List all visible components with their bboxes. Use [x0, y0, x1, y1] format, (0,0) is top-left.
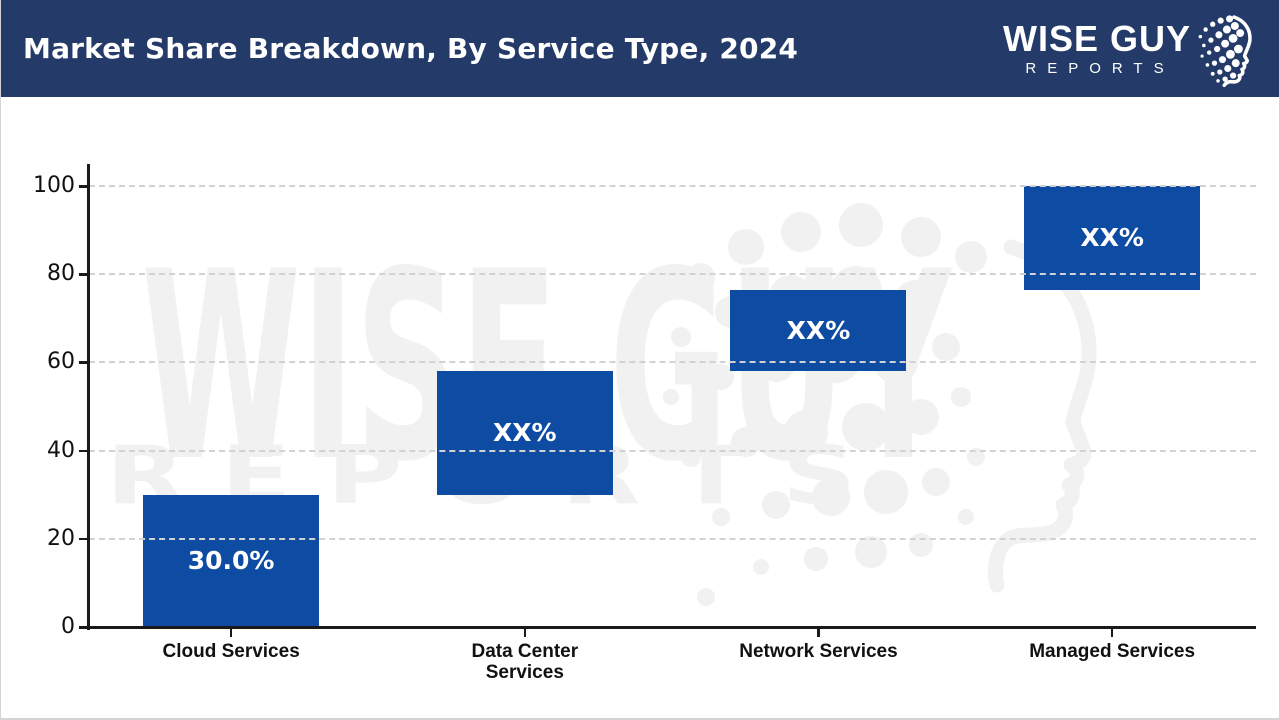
bar-value-label: 30.0% [187, 546, 275, 576]
x-category-line: Services [485, 662, 564, 683]
x-category-line: Managed Services [1029, 641, 1196, 662]
y-tick-mark [79, 185, 87, 188]
bar-value-label: XX% [492, 418, 557, 448]
x-category-label-2: Data Center Services [415, 641, 635, 683]
bar-4: XX% [1024, 186, 1201, 290]
y-tick-mark [79, 537, 87, 541]
x-tick-mark [523, 629, 527, 637]
x-category-line: Data Center [471, 641, 579, 662]
brand-subtitle: REPORTS [1025, 60, 1175, 77]
x-category-label-4: Managed Services [1002, 641, 1222, 662]
x-category-label-3: Network Services [708, 641, 928, 662]
gridline-y-60 [89, 361, 1256, 364]
bar-2: XX% [436, 371, 613, 495]
gridline-y-100 [89, 185, 1256, 187]
y-tick-mark [79, 449, 87, 453]
y-tick-label: 40 [47, 437, 75, 463]
brand-logo: WISE GUY REPORTS [1003, 7, 1257, 91]
plot-region: 30.0% XX% XX% XX% 0 20 40 60 80 100 Cloud Services… [1, 97, 1279, 718]
x-category-label-1: Cloud Services [121, 641, 341, 662]
brand-logo-text: WISE GUY REPORTS [1002, 18, 1191, 77]
y-tick-label: 80 [47, 261, 75, 287]
y-axis-line [87, 164, 90, 630]
page-title: Market Share Breakdown, By Service Type,… [23, 32, 799, 65]
brand-name: WISE GUY [1002, 18, 1191, 59]
x-axis-line [87, 626, 1256, 629]
bar-3: XX% [730, 289, 907, 372]
bar-1: 30.0% [143, 494, 320, 627]
y-tick-label: 20 [47, 525, 75, 551]
chart-canvas: WISE GUY R E P O R T S 30.0%XX%XX%XX%020… [1, 97, 1279, 718]
header-bar: Market Share Breakdown, By Service Type,… [1, 0, 1279, 97]
bar-value-label: XX% [786, 315, 851, 345]
y-tick-mark [79, 361, 87, 364]
x-category-line: Cloud Services [162, 641, 300, 662]
y-tick-label: 0 [61, 614, 75, 639]
gridline-y-40 [89, 449, 1256, 452]
face-profile-icon [1198, 14, 1252, 87]
gridline-y-20 [89, 537, 1256, 540]
x-tick-mark [229, 629, 233, 637]
gridline-y-80 [89, 273, 1256, 276]
bar-value-label: XX% [1080, 223, 1144, 253]
y-tick-label: 100 [33, 173, 75, 198]
x-tick-mark [1110, 629, 1114, 637]
y-tick-label: 60 [47, 349, 75, 375]
x-tick-mark [817, 629, 820, 637]
y-tick-mark [79, 626, 87, 629]
y-tick-mark [79, 273, 87, 276]
x-category-line: Network Services [739, 641, 898, 662]
